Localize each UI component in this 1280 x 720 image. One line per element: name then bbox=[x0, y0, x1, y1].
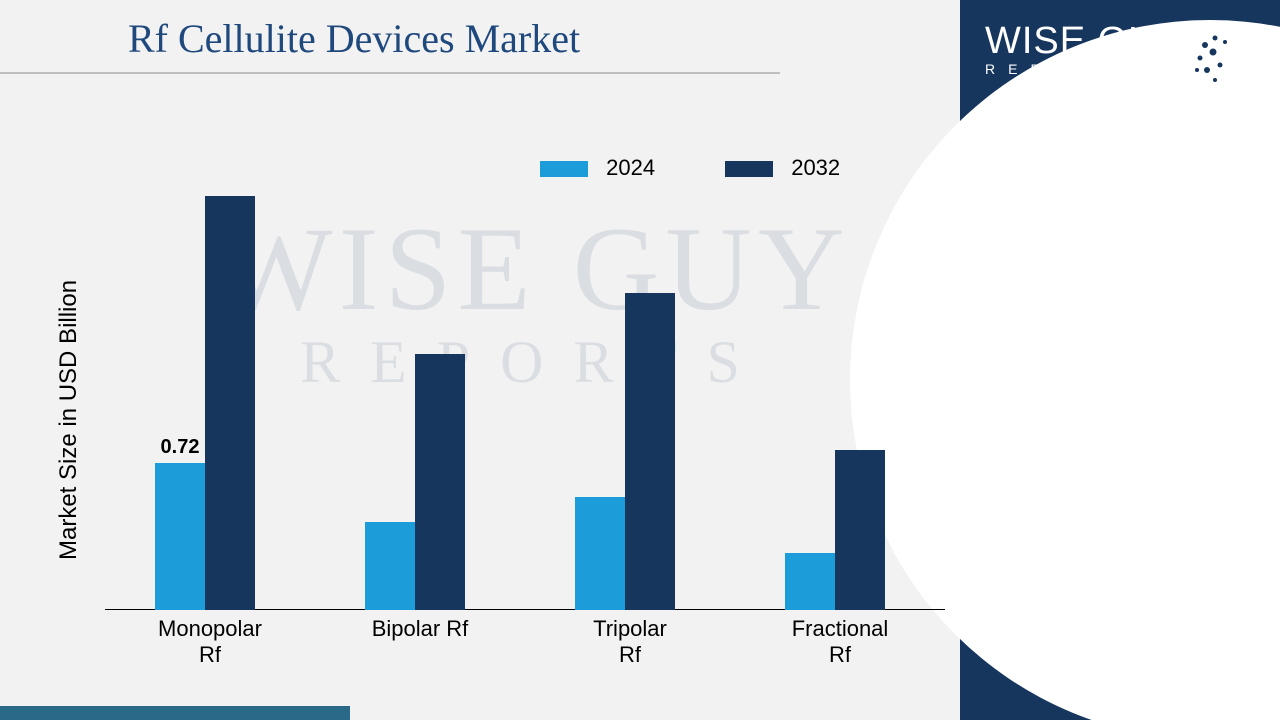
x-axis-label: TripolarRf bbox=[540, 616, 720, 669]
legend-label-2024: 2024 bbox=[606, 155, 655, 180]
bar-2024 bbox=[785, 553, 835, 610]
brand-head-icon bbox=[1185, 20, 1255, 100]
bar-2032 bbox=[415, 354, 465, 610]
x-axis-label: MonopolarRf bbox=[120, 616, 300, 669]
x-axis-label: FractionalRf bbox=[750, 616, 930, 669]
footer-accent-bar bbox=[0, 706, 350, 720]
bar-2032 bbox=[625, 293, 675, 610]
chart-canvas: WISE GUY REPORTS Rf Cellulite Devices Ma… bbox=[0, 0, 1280, 720]
x-axis-label: Bipolar Rf bbox=[330, 616, 510, 642]
legend-swatch-2032 bbox=[725, 161, 773, 177]
legend-label-2032: 2032 bbox=[791, 155, 840, 180]
y-axis-label: Market Size in USD Billion bbox=[55, 280, 83, 560]
chart-area: 0.72 MonopolarRfBipolar RfTripolarRfFrac… bbox=[105, 180, 945, 660]
legend-item-2032: 2032 bbox=[725, 155, 840, 181]
legend: 2024 2032 bbox=[540, 155, 840, 181]
bar-2024 bbox=[155, 463, 205, 610]
title-underline bbox=[0, 72, 780, 74]
bar-value-label: 0.72 bbox=[145, 436, 215, 459]
bar-2032 bbox=[835, 450, 885, 610]
bar-2024 bbox=[365, 522, 415, 610]
bar-2032 bbox=[205, 196, 255, 610]
brand-logo: WISE GUY REPORTS bbox=[985, 20, 1255, 100]
plot-area: 0.72 bbox=[105, 180, 945, 610]
chart-title: Rf Cellulite Devices Market bbox=[128, 15, 580, 62]
legend-swatch-2024 bbox=[540, 161, 588, 177]
legend-item-2024: 2024 bbox=[540, 155, 655, 181]
bar-2024 bbox=[575, 497, 625, 610]
